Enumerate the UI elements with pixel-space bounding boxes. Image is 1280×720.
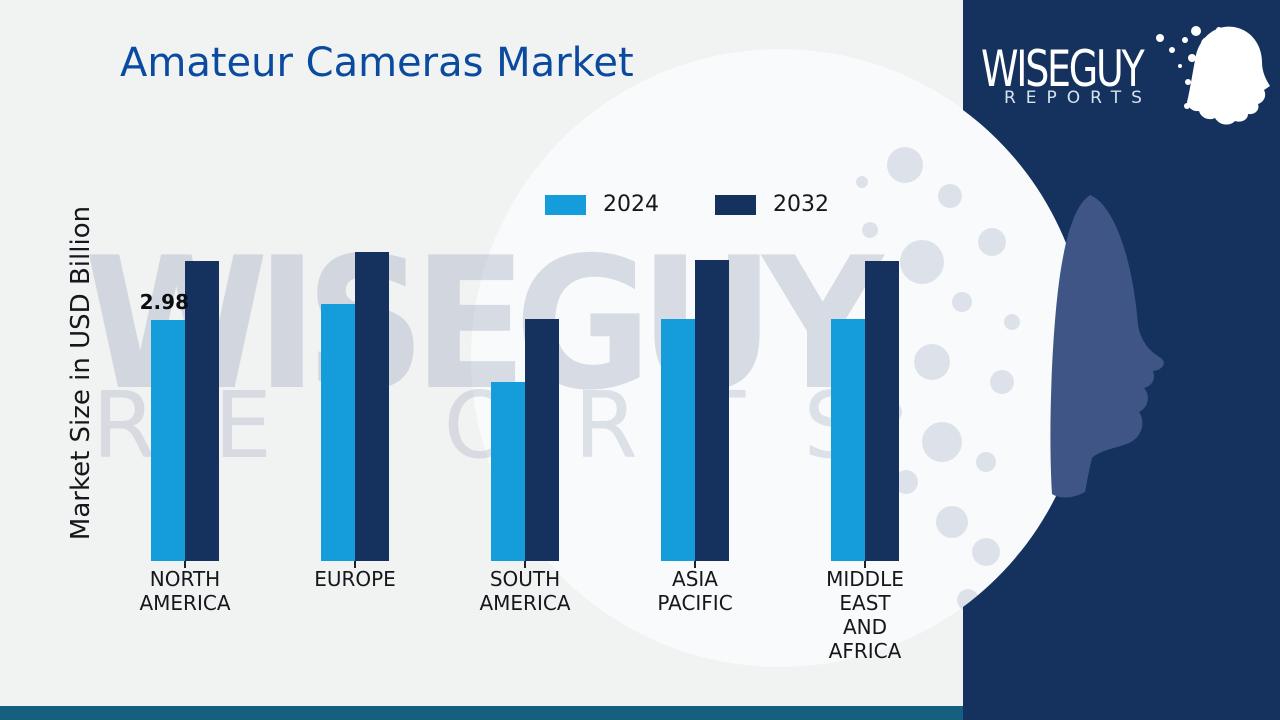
bar-2032-europe [355,252,389,561]
legend-label-2032: 2032 [773,192,829,217]
bar-data-label: 2.98 [139,290,189,314]
legend-swatch-2032 [715,194,756,215]
bar-2024-middle-east-and-africa [831,319,865,561]
bar-2024-asia-pacific [661,319,695,561]
watermark-reports-text: REPORTS [92,372,920,479]
legend-item-2032: 2032 [715,192,829,217]
x-axis-category-label: NORTH AMERICA [139,567,231,615]
bar-2024-europe [321,304,355,561]
x-axis-category-label: MIDDLE EAST AND AFRICA [826,567,904,663]
page-title: Amateur Cameras Market [120,40,634,86]
x-axis-tick [524,561,526,568]
bar-2032-middle-east-and-africa [865,261,899,561]
x-axis-tick [184,561,186,568]
watermark-circle [471,49,1089,667]
logo-subtext: REPORTS [1004,88,1152,108]
legend-item-2024: 2024 [545,192,659,217]
bottom-accent-strip [0,706,963,720]
bar-2032-north-america [185,261,219,561]
legend-swatch-2024 [545,194,586,215]
logo-dots-icon [1156,26,1236,114]
bar-2024-north-america [151,320,185,561]
face-silhouette-large [1050,195,1164,498]
legend-label-2024: 2024 [603,192,659,217]
x-axis-category-label: ASIA PACIFIC [657,567,733,615]
legend: 2024 2032 [545,192,885,217]
logo-brand-text: WISEGUY [981,40,1145,98]
bar-2032-south-america [525,319,559,561]
y-axis-label: Market Size in USD Billion [66,205,96,541]
x-axis-category-label: SOUTH AMERICA [479,567,571,615]
bar-2024-south-america [491,382,525,561]
bar-2032-asia-pacific [695,260,729,561]
x-axis-category-label: EUROPE [314,567,396,591]
x-axis-tick [354,561,356,568]
x-axis-tick [864,561,866,568]
x-axis-tick [694,561,696,568]
